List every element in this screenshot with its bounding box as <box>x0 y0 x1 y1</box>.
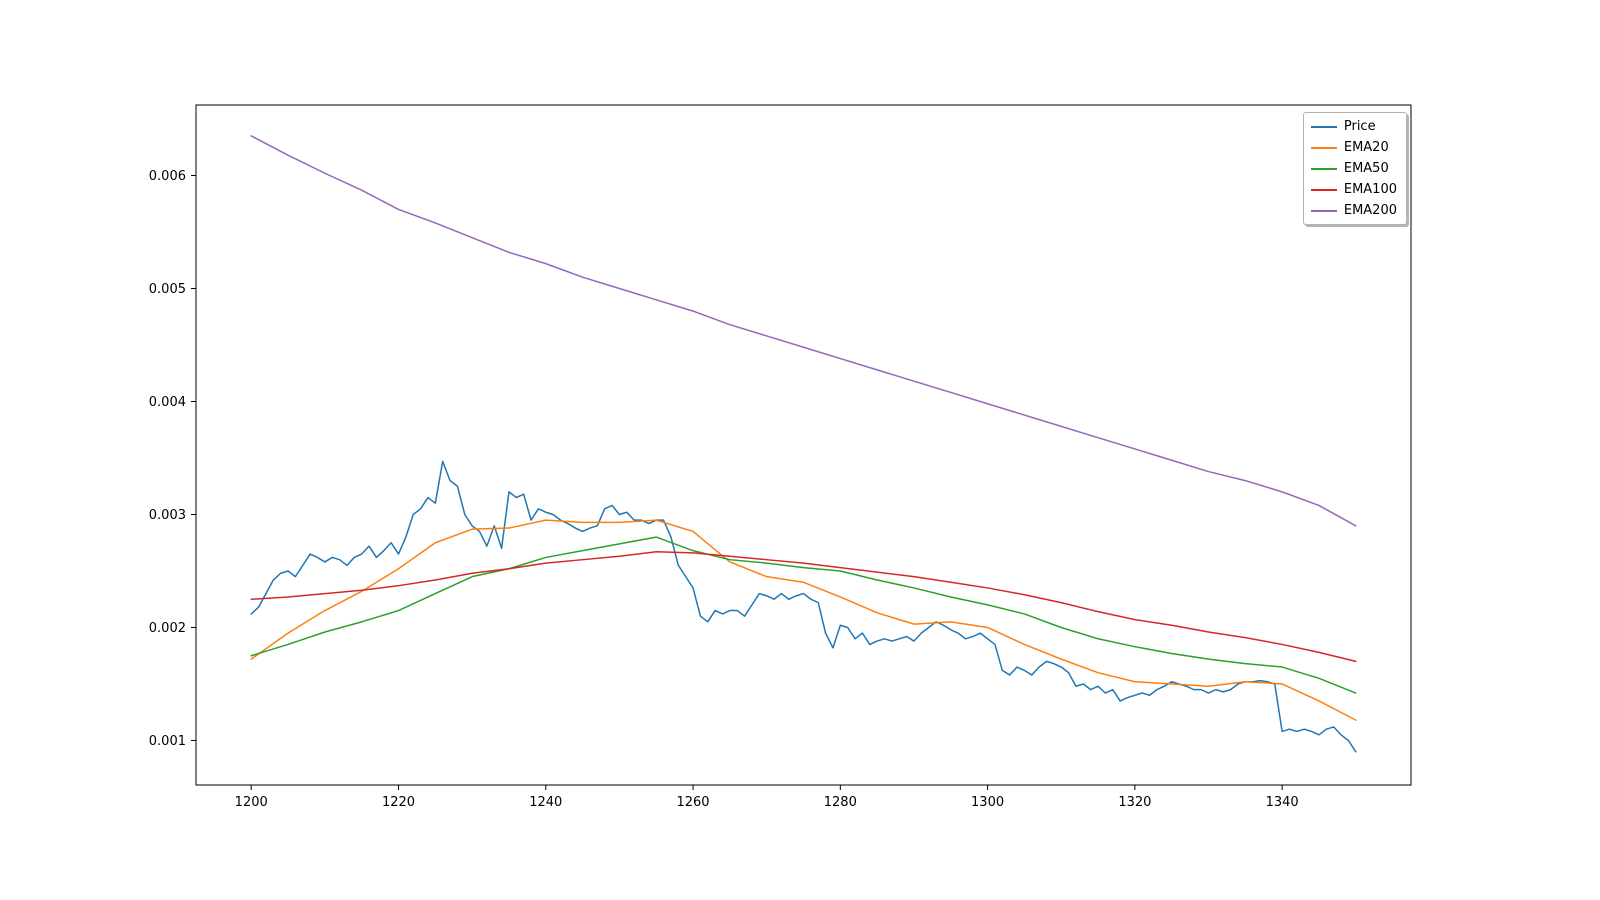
legend-entry-ema50: EMA50 <box>1310 160 1397 177</box>
legend-label: EMA200 <box>1343 203 1397 218</box>
legend-entry-ema100: EMA100 <box>1310 181 1397 198</box>
legend-label: Price <box>1343 119 1376 134</box>
legend-line-swatch <box>1310 125 1337 128</box>
x-tick-label: 1200 <box>235 795 268 810</box>
x-tick-label: 1300 <box>971 795 1004 810</box>
series-line-price <box>250 460 1357 753</box>
legend-entry-ema20: EMA20 <box>1310 139 1397 156</box>
legend: Price EMA20 EMA50 EMA100 EMA200 <box>1302 112 1407 225</box>
x-tick-label: 1260 <box>676 795 709 810</box>
series-line-ema50 <box>250 536 1357 694</box>
legend-label: EMA20 <box>1343 140 1389 155</box>
x-tick-label: 1220 <box>382 795 415 810</box>
series-line-ema20 <box>250 519 1357 721</box>
legend-entry-price: Price <box>1310 118 1397 135</box>
y-tick-label: 0.004 <box>149 395 186 410</box>
legend-line-swatch <box>1310 167 1337 170</box>
y-tick-label: 0.001 <box>149 734 186 749</box>
x-tick-label: 1320 <box>1118 795 1151 810</box>
legend-line-swatch <box>1310 146 1337 149</box>
y-tick-label: 0.005 <box>149 282 186 297</box>
y-tick-label: 0.002 <box>149 621 186 636</box>
x-tick-label: 1240 <box>529 795 562 810</box>
legend-entry-ema200: EMA200 <box>1310 202 1397 219</box>
plot-border <box>195 104 1412 786</box>
series-line-ema100 <box>250 551 1357 663</box>
y-tick-label: 0.003 <box>149 508 186 523</box>
x-tick-label: 1340 <box>1266 795 1299 810</box>
y-tick-label: 0.006 <box>149 169 186 184</box>
legend-label: EMA50 <box>1343 161 1389 176</box>
legend-line-swatch <box>1310 188 1337 191</box>
legend-line-swatch <box>1310 209 1337 212</box>
legend-label: EMA100 <box>1343 182 1397 197</box>
x-tick-label: 1280 <box>824 795 857 810</box>
series-line-ema200 <box>250 135 1357 527</box>
